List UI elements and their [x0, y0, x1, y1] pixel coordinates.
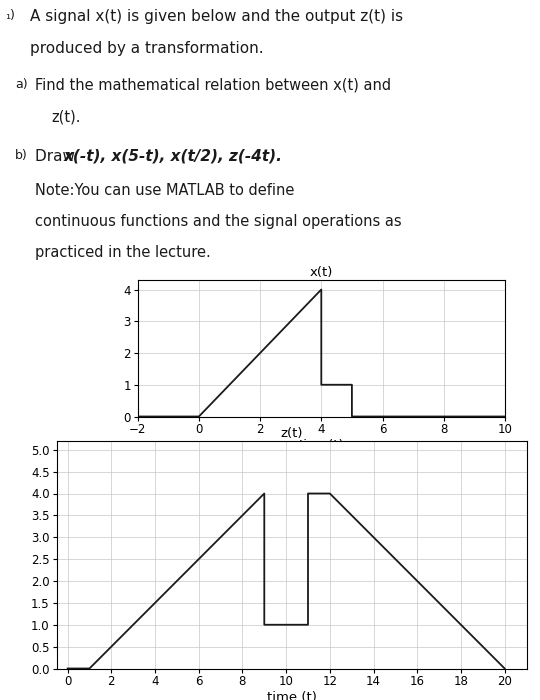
Text: continuous functions and the signal operations as: continuous functions and the signal oper…: [35, 214, 402, 229]
Text: z(t).: z(t).: [51, 109, 81, 124]
Text: ₁): ₁): [5, 8, 15, 22]
Title: x(t): x(t): [309, 266, 333, 279]
Text: b): b): [15, 149, 28, 162]
Text: A signal x(t) is given below and the output z(t) is: A signal x(t) is given below and the out…: [30, 8, 403, 24]
Text: Note:You can use MATLAB to define: Note:You can use MATLAB to define: [35, 183, 294, 198]
X-axis label: time (t): time (t): [267, 691, 316, 700]
X-axis label: time(t): time(t): [299, 439, 344, 452]
Text: Draw: Draw: [35, 149, 80, 164]
Text: Find the mathematical relation between x(t) and: Find the mathematical relation between x…: [35, 78, 391, 93]
Text: produced by a transformation.: produced by a transformation.: [30, 41, 264, 56]
Title: z(t): z(t): [280, 427, 303, 440]
Text: a): a): [15, 78, 28, 91]
Text: practiced in the lecture.: practiced in the lecture.: [35, 245, 211, 260]
Text: x(-t), x(5-t), x(t/2), z(-4t).: x(-t), x(5-t), x(t/2), z(-4t).: [64, 149, 282, 164]
